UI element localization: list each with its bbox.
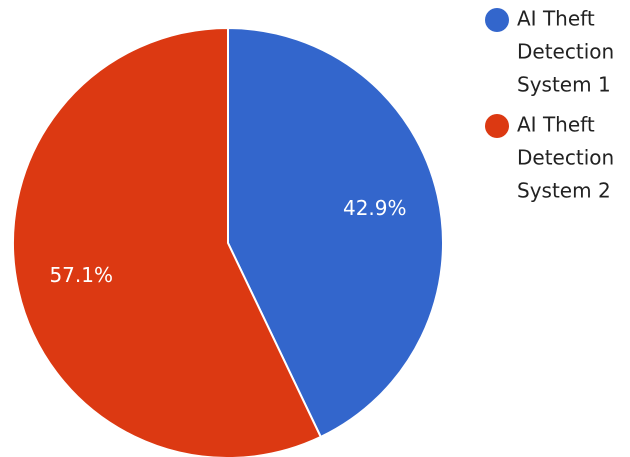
pie-slice-label-2: 57.1% [49,263,113,287]
pie-slice-1 [227,26,444,439]
chart-legend: AI Theft Detection System 1 AI Theft Detecti… [485,7,614,203]
pie-slices [12,26,444,457]
legend-label-1-line-1: AI Theft [517,7,595,31]
legend-swatch-1 [485,8,509,32]
legend-swatch-2 [485,114,509,138]
legend-label-1-line-2: Detection [517,40,614,64]
pie-slice-labels: 42.9% 57.1% [49,196,406,287]
legend-label-1-line-3: System 1 [517,73,611,97]
legend-label-2-line-2: Detection [517,146,614,170]
legend-label-2-line-3: System 2 [517,179,611,203]
legend-label-2-line-1: AI Theft [517,113,595,137]
pie-slice-label-1: 42.9% [343,196,407,220]
pie-slice-2 [12,26,323,457]
